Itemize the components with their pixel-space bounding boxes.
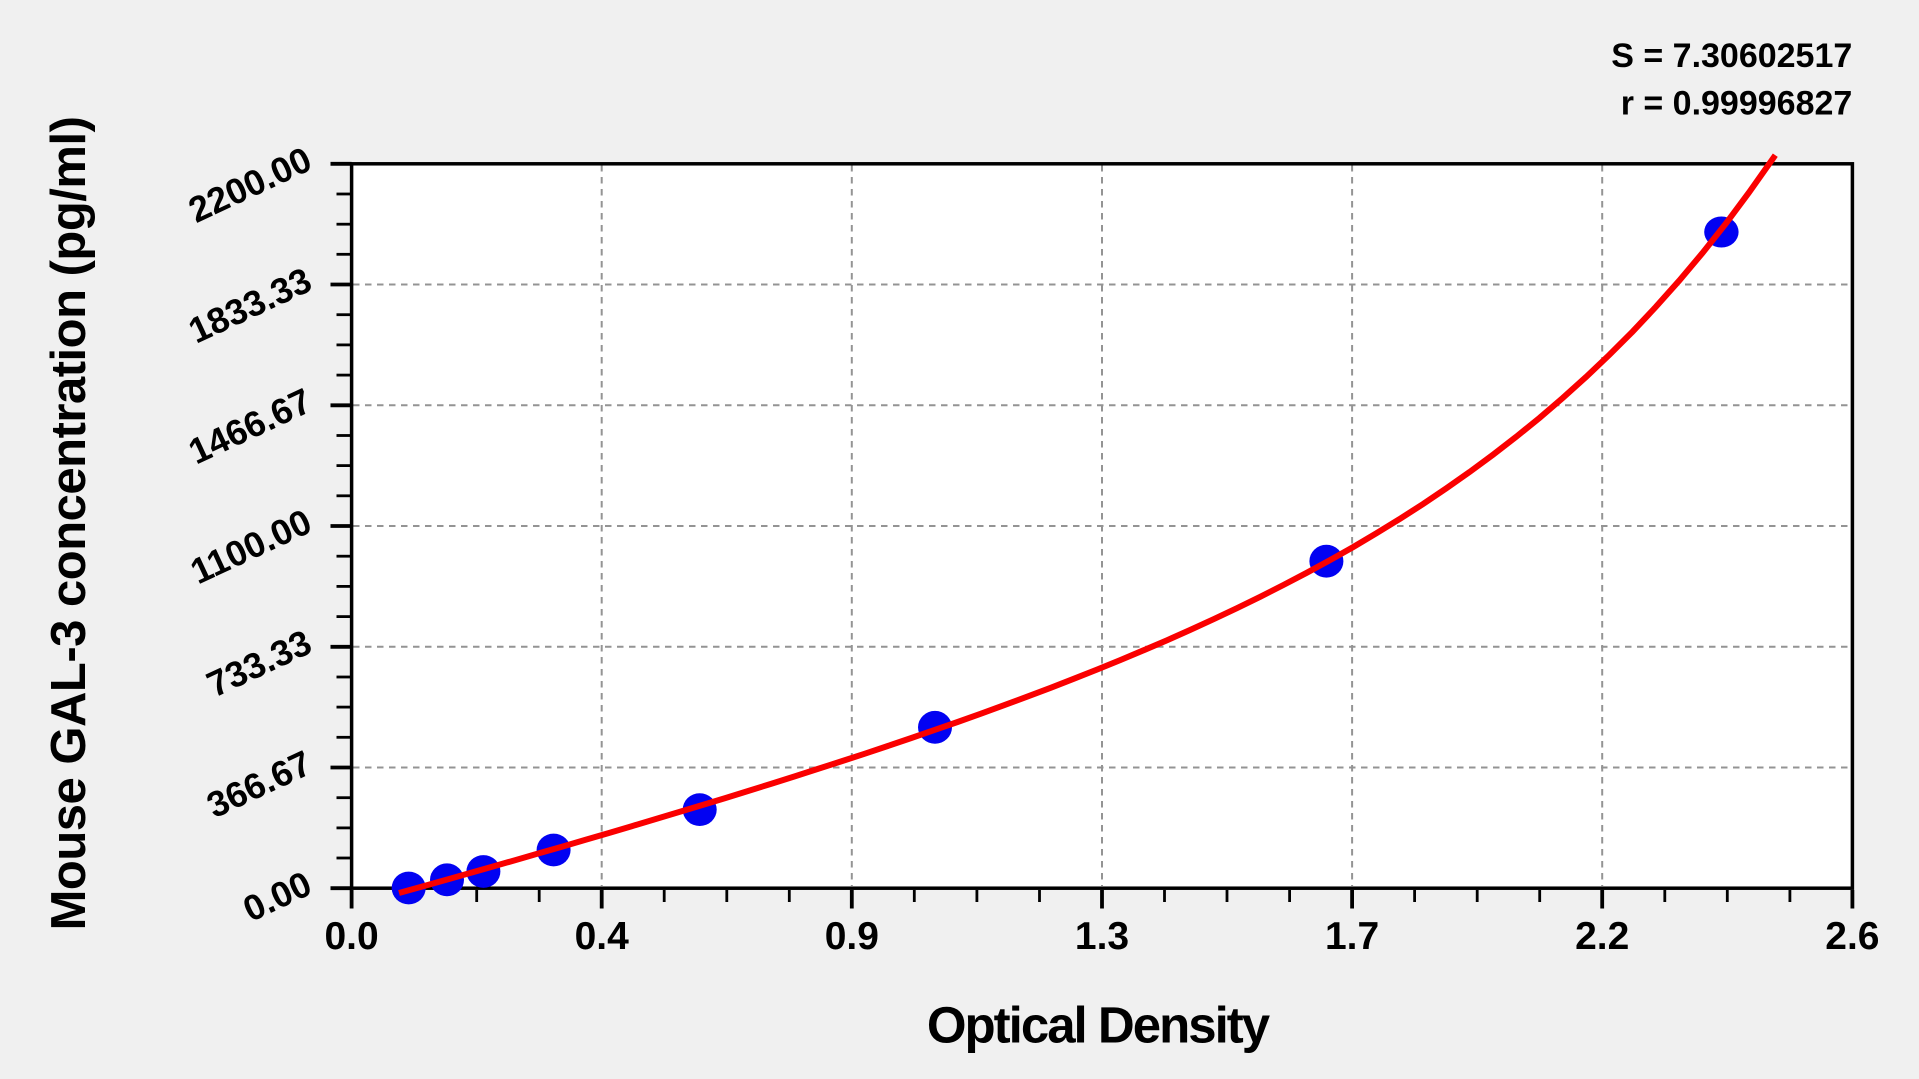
svg-text:1.7: 1.7 — [1325, 915, 1379, 958]
svg-text:0.4: 0.4 — [575, 915, 630, 958]
svg-text:S = 7.30602517: S = 7.30602517 — [1611, 37, 1852, 75]
svg-text:Optical Density: Optical Density — [927, 997, 1271, 1054]
svg-text:2.2: 2.2 — [1575, 915, 1629, 958]
svg-text:1.3: 1.3 — [1075, 915, 1129, 958]
svg-text:Mouse GAL-3 concentration (pg/: Mouse GAL-3 concentration (pg/ml) — [42, 117, 96, 931]
svg-text:r = 0.99996827: r = 0.99996827 — [1621, 84, 1853, 122]
svg-text:0.0: 0.0 — [324, 915, 378, 958]
svg-text:0.9: 0.9 — [825, 915, 879, 958]
svg-text:2.6: 2.6 — [1825, 915, 1879, 958]
